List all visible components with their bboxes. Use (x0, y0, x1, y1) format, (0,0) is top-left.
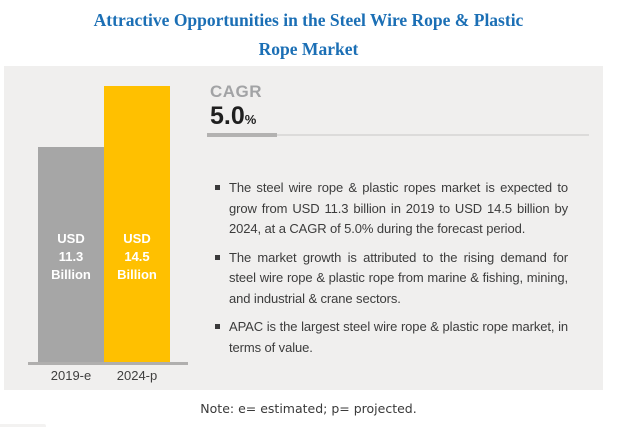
cagr-block: CAGR 5.0% (210, 82, 262, 134)
bar-value-label-2019: USD 11.3 Billion (38, 230, 104, 284)
bar-2019-unit: Billion (51, 267, 91, 282)
page-title: Attractive Opportunities in the Steel Wi… (0, 6, 617, 64)
list-item: APAC is the largest steel wire rope & pl… (214, 317, 568, 358)
page-title-line-2: Rope Market (258, 39, 359, 59)
bar-2019-currency: USD (57, 231, 85, 246)
cagr-label: CAGR (210, 82, 263, 101)
footer-edge-decoration (0, 424, 46, 427)
bar-2024-currency: USD (123, 231, 151, 246)
bar-2019-value: 11.3 (58, 249, 84, 264)
x-axis-line (28, 362, 188, 365)
list-item: The steel wire rope & plastic ropes mark… (214, 178, 568, 240)
bullet-text-growth-drivers: The market growth is attributed to the r… (229, 249, 568, 306)
x-tick-2024p: 2024-p (116, 368, 158, 383)
cagr-underline-dark (207, 133, 277, 137)
bar-2019 (38, 147, 104, 362)
bar-2024-value: 14.5 (124, 249, 150, 264)
bullet-text-apac: APAC is the largest steel wire rope & pl… (229, 319, 568, 355)
bullet-square-icon (215, 324, 220, 329)
cagr-value: 5.0% (210, 102, 262, 134)
bar-2024-unit: Billion (117, 267, 157, 282)
cagr-underline-light (277, 134, 589, 136)
infographic-panel: USD 11.3 Billion USD 14.5 Billion 2019-e… (4, 66, 603, 390)
key-points-list: The steel wire rope & plastic ropes mark… (214, 178, 568, 366)
bullet-square-icon (215, 254, 220, 260)
bullet-square-icon (215, 185, 220, 190)
cagr-value-number: 5.0 (210, 102, 245, 130)
bar-2024 (104, 86, 170, 362)
bar-value-label-2024: USD 14.5 Billion (104, 230, 170, 284)
x-tick-2019e: 2019-e (50, 368, 92, 383)
footnote: Note: e= estimated; p= projected. (200, 401, 417, 416)
cagr-percent-sign: % (244, 112, 257, 127)
list-item: The market growth is attributed to the r… (214, 248, 568, 310)
bullet-text-market-size: The steel wire rope & plastic ropes mark… (229, 180, 568, 236)
page-title-line-1: Attractive Opportunities in the Steel Wi… (93, 10, 524, 30)
